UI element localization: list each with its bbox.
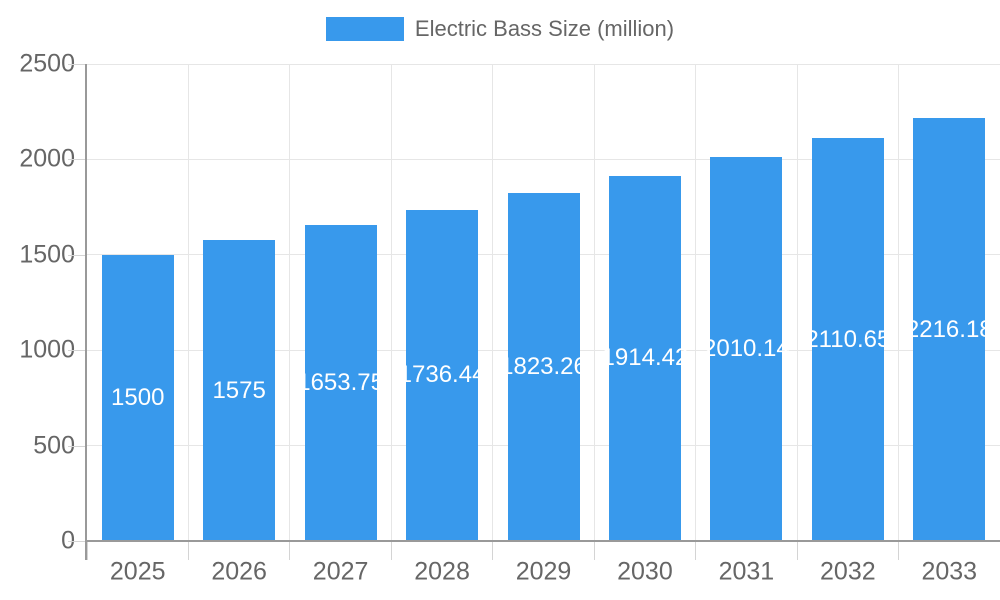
bar-value-label: 1653.75 [297, 369, 384, 397]
x-axis-label: 2033 [921, 557, 978, 586]
y-axis-label: 1000 [19, 335, 75, 364]
bar [304, 225, 377, 541]
x-axis-line [86, 540, 1000, 542]
bar [608, 175, 681, 541]
bar [913, 118, 986, 541]
y-axis-tick [68, 541, 86, 542]
bar [203, 240, 276, 541]
v-gridline [898, 64, 900, 541]
x-axis-label: 2029 [515, 557, 572, 586]
bar [710, 157, 783, 541]
x-axis-label: 2030 [617, 557, 673, 586]
bar-value-label: 2216.18 [905, 315, 993, 343]
bar [101, 254, 174, 541]
x-axis-tick [695, 542, 697, 560]
y-axis-label: 1500 [19, 240, 75, 269]
y-axis-tick [68, 64, 86, 65]
v-gridline [695, 64, 697, 541]
bar-value-label: 2010.14 [702, 335, 790, 363]
x-axis-tick [593, 542, 595, 560]
legend-swatch-icon [325, 17, 404, 41]
legend: Electric Bass Size (million) [0, 16, 1000, 42]
y-axis-tick [68, 254, 86, 256]
x-axis-label: 2025 [109, 557, 166, 586]
v-gridline [187, 64, 189, 541]
v-gridline [593, 64, 595, 541]
x-axis-tick [390, 542, 392, 560]
y-axis-tick [68, 350, 86, 352]
x-axis-tick [898, 542, 900, 560]
legend-label: Electric Bass Size (million) [414, 16, 675, 41]
bar-value-label: 1736.44 [398, 361, 486, 389]
y-axis-label: 2500 [19, 49, 75, 78]
x-axis-tick [289, 542, 291, 560]
x-axis-label: 2027 [312, 557, 369, 586]
h-gridline [87, 158, 1000, 160]
x-axis-tick [492, 542, 494, 560]
x-axis-label: 2028 [414, 557, 470, 586]
y-axis-label: 0 [61, 526, 75, 555]
x-axis-label: 2031 [718, 557, 775, 586]
bar [507, 193, 580, 541]
bar-value-label: 1500 [111, 383, 165, 411]
bar-value-label: 2110.65 [805, 325, 891, 353]
bar-value-label: 1914.42 [601, 344, 689, 372]
bar [811, 138, 884, 541]
y-axis-tick [68, 445, 86, 447]
x-axis-label: 2032 [820, 557, 876, 586]
bar-value-label: 1823.26 [500, 353, 587, 381]
h-gridline [87, 63, 1000, 65]
x-axis-tick [796, 542, 798, 560]
v-gridline [492, 64, 494, 541]
x-axis-tick [187, 542, 189, 560]
legend-item[interactable]: Electric Bass Size (million) [325, 16, 675, 42]
y-axis-label: 2000 [19, 144, 75, 173]
bar [406, 209, 479, 541]
v-gridline [796, 64, 798, 541]
y-axis-label: 500 [33, 431, 75, 460]
y-axis-line [85, 64, 87, 560]
plot-area: 1500 1575 1653.75 1736.44 1823.26 1914.42 2010… [87, 63, 1000, 541]
x-axis-tick [86, 542, 88, 560]
v-gridline [289, 64, 291, 541]
v-gridline [390, 64, 392, 541]
x-axis-label: 2026 [211, 557, 267, 586]
y-axis-tick [68, 159, 86, 161]
bar-value-label: 1575 [212, 376, 266, 404]
